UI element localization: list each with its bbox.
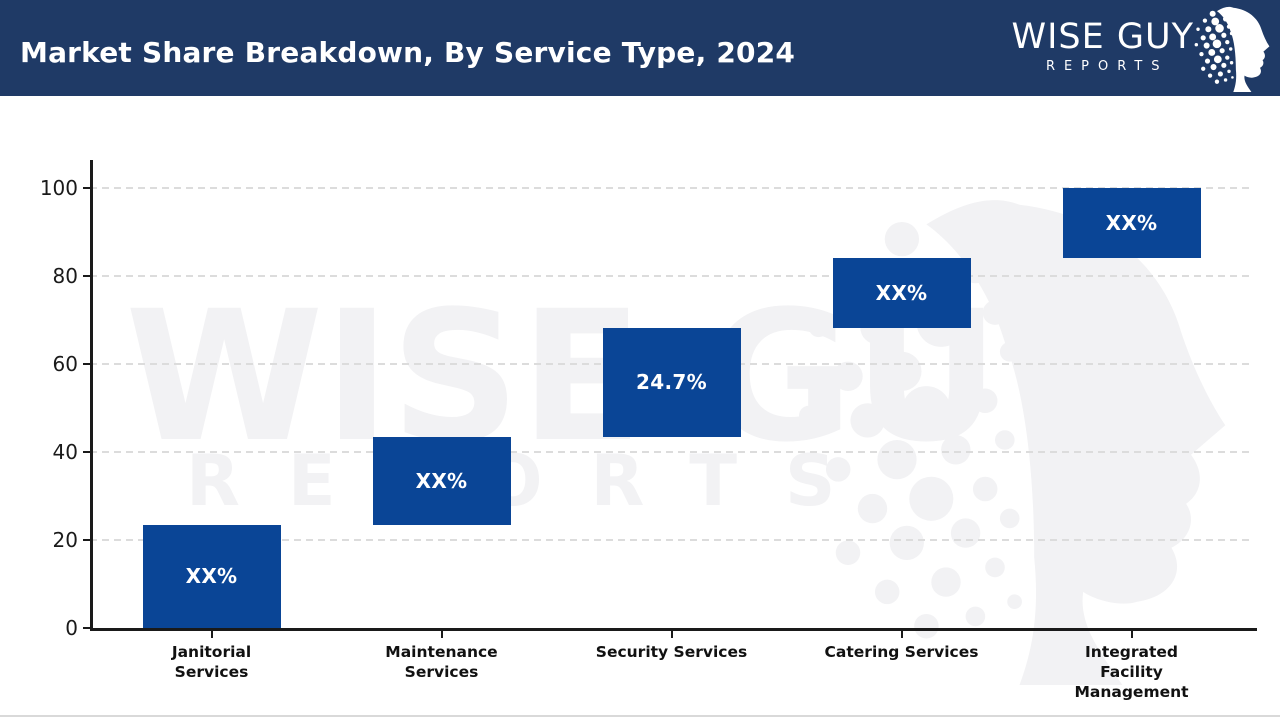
x-axis-tick-catering-services [900, 631, 903, 638]
bar-integrated-facility-management: XX% [1062, 188, 1201, 259]
category-label-security-services: Security Services [595, 643, 748, 661]
y-axis-tick-label: 0 [65, 616, 78, 640]
y-axis-tick-label: 100 [39, 176, 78, 200]
y-axis-tick-label: 40 [52, 440, 78, 464]
y-axis-tick-40 [83, 451, 90, 453]
gridline-100 [90, 187, 1253, 189]
logo-text: WISE GUY REPORTS [1011, 18, 1194, 74]
brand-logo: WISE GUY REPORTS [1011, 4, 1270, 92]
y-axis-tick-label: 20 [52, 528, 78, 552]
y-axis-line [90, 160, 93, 631]
y-axis-tick-80 [83, 275, 90, 277]
category-label-maintenance-services: Maintenance Services [385, 643, 498, 681]
bar-value-label-catering-services: XX% [875, 281, 928, 306]
y-axis-tick-60 [83, 363, 90, 365]
gridline-40 [90, 451, 1253, 453]
y-axis-tick-100 [83, 187, 90, 189]
y-axis-tick-label: 80 [52, 264, 78, 288]
page-title: Market Share Breakdown, By Service Type,… [20, 36, 796, 69]
bar-value-label-integrated-facility-management: XX% [1105, 211, 1158, 236]
gridline-80 [90, 275, 1253, 277]
bar-security-services: 24.7% [602, 327, 741, 437]
logo-subtitle: REPORTS [1045, 58, 1169, 74]
header: Market Share Breakdown, By Service Type,… [0, 0, 1280, 96]
bar-value-label-maintenance-services: XX% [415, 468, 468, 493]
category-label-janitorial-services: Janitorial Services [171, 643, 252, 681]
logo-wordmark: WISE GUY [1011, 17, 1194, 57]
y-axis-tick-0 [83, 627, 90, 629]
bar-value-label-janitorial-services: XX% [185, 564, 238, 589]
logo-face-icon [1194, 6, 1270, 92]
x-axis-tick-integrated-facility-management [1130, 631, 1133, 638]
x-axis-tick-maintenance-services [440, 631, 443, 638]
bar-maintenance-services: XX% [372, 436, 511, 525]
x-axis-tick-security-services [670, 631, 673, 638]
bottom-divider [0, 715, 1280, 717]
bar-janitorial-services: XX% [142, 524, 281, 628]
category-label-integrated-facility-management: Integrated Facility Management [1074, 643, 1189, 701]
watermark-subtitle: REPORTS [186, 440, 884, 522]
gridline-20 [90, 539, 1253, 541]
x-axis-line [90, 628, 1257, 631]
y-axis-tick-label: 60 [52, 352, 78, 376]
bar-catering-services: XX% [832, 258, 971, 328]
x-axis-tick-janitorial-services [210, 631, 213, 638]
y-axis-tick-20 [83, 539, 90, 541]
bar-value-label-security-services: 24.7% [636, 370, 707, 395]
category-label-catering-services: Catering Services [824, 643, 979, 661]
